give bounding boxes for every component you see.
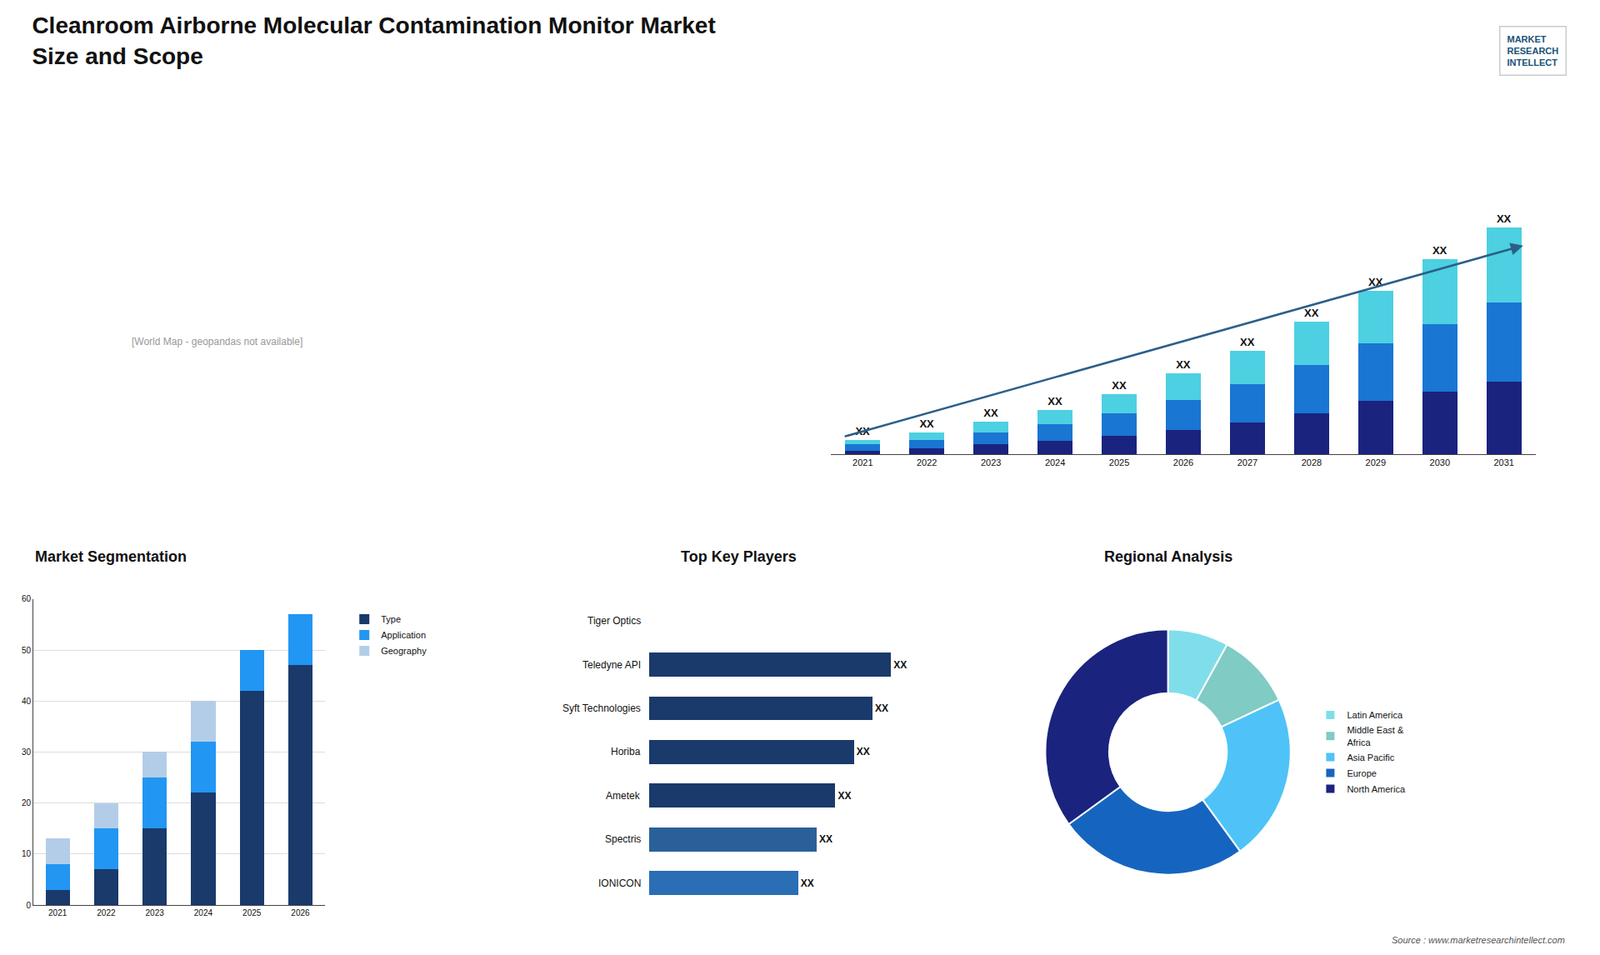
svg-text:2028: 2028 [1301,457,1322,468]
svg-text:XX: XX [800,877,815,890]
svg-text:2029: 2029 [1365,457,1386,468]
svg-text:2026: 2026 [1173,457,1194,468]
svg-text:2030: 2030 [1430,457,1450,468]
svg-text:60: 60 [21,594,32,604]
svg-text:XX: XX [819,833,833,845]
svg-text:Horiba: Horiba [610,745,641,758]
svg-text:Tiger Optics: Tiger Optics [587,615,641,627]
svg-text:IONICON: IONICON [598,877,641,890]
svg-text:2025: 2025 [1109,457,1130,468]
svg-text:Ametek: Ametek [605,790,641,802]
svg-text:XX: XX [1240,335,1255,349]
svg-text:Middle East &Africa: Middle East &Africa [1346,725,1405,747]
svg-text:2021: 2021 [48,908,68,918]
svg-text:[World Map - geopandas not ava: [World Map - geopandas not available] [131,335,303,348]
svg-text:Source : www.marketresearchint: Source : www.marketresearchintellect.com [1391,935,1565,945]
svg-text:2024: 2024 [1045,457,1065,468]
svg-text:50: 50 [21,645,32,655]
svg-text:0: 0 [25,900,31,910]
svg-text:XX: XX [1304,306,1320,320]
svg-text:XX: XX [1368,275,1384,289]
svg-text:2022: 2022 [96,908,116,918]
svg-text:Spectris: Spectris [605,833,641,845]
svg-text:40: 40 [21,696,32,706]
svg-text:2031: 2031 [1493,457,1514,468]
svg-text:2027: 2027 [1237,457,1258,468]
svg-text:Regional Analysis: Regional Analysis [1104,548,1233,565]
svg-text:XX: XX [1175,358,1191,371]
svg-text:XX: XX [1111,379,1127,392]
svg-text:MARKETRESEARCHINTELLECT: MARKETRESEARCHINTELLECT [1507,34,1560,69]
svg-text:2024: 2024 [194,908,214,918]
svg-text:XX: XX [855,425,870,438]
svg-text:2026: 2026 [290,908,310,918]
svg-text:2022: 2022 [916,457,937,468]
svg-text:XX: XX [1432,244,1448,257]
svg-text:2023: 2023 [980,457,1001,468]
svg-text:2023: 2023 [145,908,165,918]
svg-text:10: 10 [21,849,32,859]
svg-text:Syft Technologies: Syft Technologies [562,702,641,715]
svg-text:XX: XX [1496,212,1512,225]
svg-text:2025: 2025 [242,908,262,918]
svg-text:20: 20 [21,798,32,808]
svg-text:XX: XX [856,745,870,758]
svg-text:Latin America: Latin America [1346,710,1404,720]
svg-text:Market Segmentation: Market Segmentation [35,548,187,565]
svg-text:Asia Pacific: Asia Pacific [1346,752,1395,763]
svg-text:Europe: Europe [1346,768,1376,779]
svg-text:Geography: Geography [380,645,427,656]
svg-text:North America: North America [1346,784,1406,795]
svg-text:XX: XX [893,659,907,671]
svg-text:Top Key Players: Top Key Players [680,548,797,565]
svg-text:Teledyne API: Teledyne API [582,659,641,671]
svg-text:30: 30 [21,747,32,757]
svg-text:XX: XX [983,406,999,420]
svg-text:XX: XX [919,417,935,430]
svg-text:Application: Application [380,630,426,640]
svg-text:Type: Type [380,614,401,625]
svg-text:XX: XX [875,702,889,715]
svg-text:2021: 2021 [852,457,873,468]
svg-text:XX: XX [1047,395,1063,408]
svg-text:XX: XX [837,790,851,802]
svg-text:Cleanroom Airborne Molecular C: Cleanroom Airborne Molecular Contaminati… [31,12,715,69]
